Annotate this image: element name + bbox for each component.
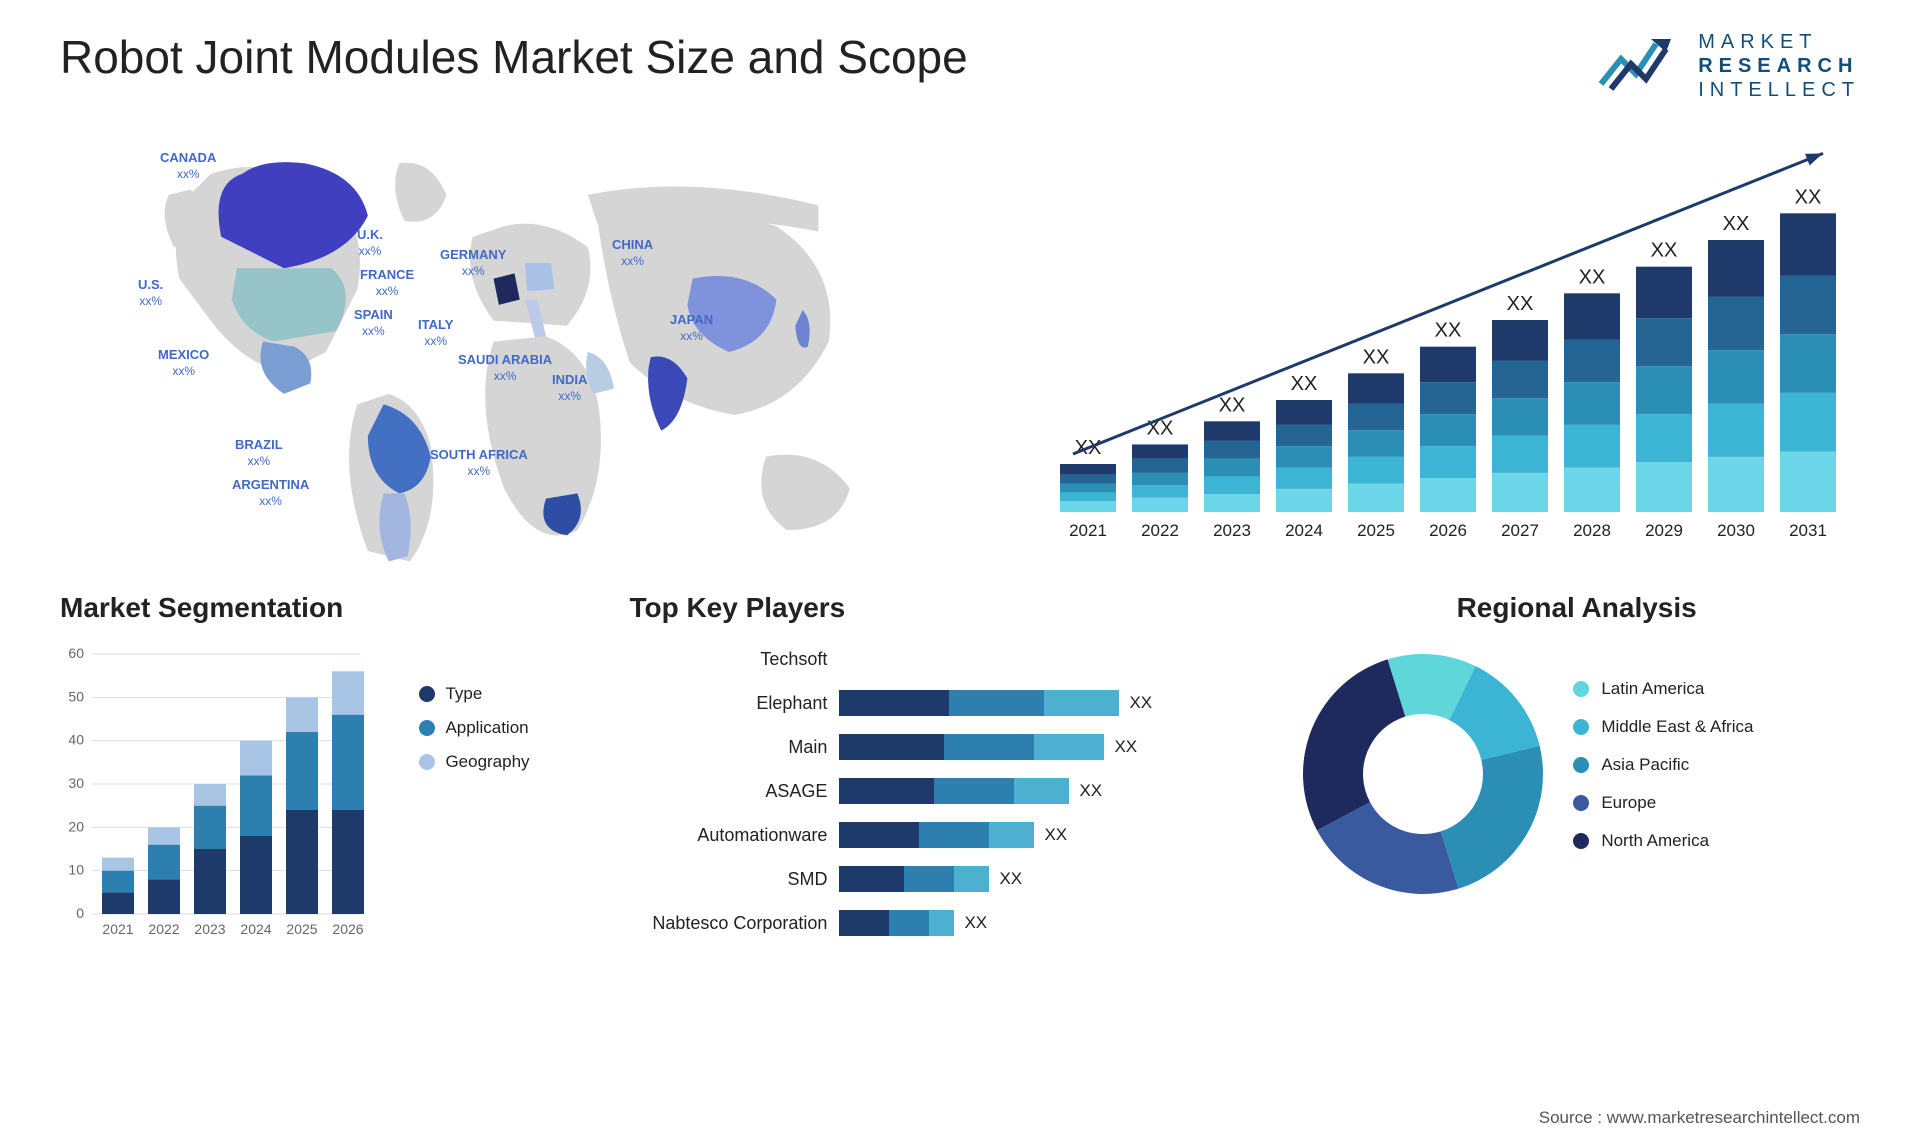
svg-text:2021: 2021 [102,921,133,937]
svg-text:30: 30 [68,775,84,791]
svg-text:XX: XX [1435,320,1462,342]
region-legend-item: North America [1573,831,1860,851]
player-name: Main [629,737,839,758]
player-row: Elephant XX [629,688,1243,718]
map-label: SAUDI ARABIAxx% [458,352,552,383]
map-label: U.K.xx% [357,227,383,258]
map-label: JAPANxx% [670,312,713,343]
source-text: Source : www.marketresearchintellect.com [1539,1108,1860,1128]
map-label: FRANCExx% [360,267,414,298]
player-row: ASAGE XX [629,776,1243,806]
svg-text:2022: 2022 [1141,521,1179,540]
svg-text:XX: XX [1147,417,1174,439]
svg-text:2029: 2029 [1645,521,1683,540]
svg-text:2021: 2021 [1069,521,1107,540]
svg-text:2023: 2023 [1213,521,1251,540]
player-row: Automationware XX [629,820,1243,850]
svg-text:50: 50 [68,688,84,704]
logo-line3: INTELLECT [1698,78,1860,102]
player-name: SMD [629,869,839,890]
player-row: Techsoft [629,644,1243,674]
player-value: XX [1044,825,1067,845]
brand-logo: MARKET RESEARCH INTELLECT [1596,30,1860,102]
svg-text:60: 60 [68,645,84,661]
player-row: Nabtesco Corporation XX [629,908,1243,938]
map-label: ARGENTINAxx% [232,477,309,508]
players-list: TechsoftElephantXXMainXXASAGEXXAutomatio… [629,644,1243,938]
svg-text:2024: 2024 [240,921,271,937]
region-legend-item: Asia Pacific [1573,755,1860,775]
player-value: XX [964,913,987,933]
main-bar-chart: XX 2021 XX 2022 XX 2023 XX 2024 XX 2025 XX 2026 XX 20… [1040,132,1860,572]
svg-text:40: 40 [68,732,84,748]
player-value: XX [1129,693,1152,713]
svg-text:2028: 2028 [1573,521,1611,540]
svg-text:2030: 2030 [1717,521,1755,540]
region-legend-item: Latin America [1573,679,1860,699]
svg-text:2022: 2022 [148,921,179,937]
player-value: XX [1114,737,1137,757]
svg-text:2024: 2024 [1285,521,1323,540]
svg-text:XX: XX [1579,266,1606,288]
logo-line2: RESEARCH [1698,54,1860,78]
player-value: XX [1079,781,1102,801]
logo-line1: MARKET [1698,30,1860,54]
svg-text:2026: 2026 [1429,521,1467,540]
map-label: BRAZILxx% [235,437,283,468]
world-map: CANADAxx% U.S.xx% MEXICOxx% BRAZILxx% ARGENT… [60,132,990,572]
map-label: ITALYxx% [418,317,453,348]
svg-text:XX: XX [1651,240,1678,262]
map-label: CHINAxx% [612,237,653,268]
svg-text:XX: XX [1795,186,1822,208]
svg-text:2025: 2025 [286,921,317,937]
svg-text:XX: XX [1723,213,1750,235]
map-label: GERMANYxx% [440,247,506,278]
svg-text:2027: 2027 [1501,521,1539,540]
svg-text:XX: XX [1363,346,1390,368]
regional-legend: Latin America Middle East & Africa Asia Pa… [1573,679,1860,869]
players-title: Top Key Players [629,592,1243,624]
region-legend-item: Europe [1573,793,1860,813]
svg-text:XX: XX [1291,373,1318,395]
player-name: Techsoft [629,649,839,670]
regional-title: Regional Analysis [1293,592,1860,624]
map-label: SOUTH AFRICAxx% [430,447,528,478]
segmentation-title: Market Segmentation [60,592,579,624]
map-label: U.S.xx% [138,277,163,308]
player-name: Automationware [629,825,839,846]
svg-text:2031: 2031 [1789,521,1827,540]
legend-item: Type [419,684,579,704]
svg-text:2025: 2025 [1357,521,1395,540]
svg-text:XX: XX [1219,394,1246,416]
svg-text:10: 10 [68,862,84,878]
segmentation-chart: 0 10 20 30 40 50 60 2021 2022 2023 2024 2025 2026 [60,644,389,964]
map-label: SPAINxx% [354,307,393,338]
segmentation-legend: Type Application Geography [419,644,579,964]
map-label: INDIAxx% [552,372,587,403]
map-label: CANADAxx% [160,150,216,181]
map-label: MEXICOxx% [158,347,209,378]
svg-text:2026: 2026 [332,921,363,937]
player-name: Elephant [629,693,839,714]
svg-text:0: 0 [76,905,84,921]
logo-icon [1596,34,1686,98]
player-row: SMD XX [629,864,1243,894]
player-name: Nabtesco Corporation [629,913,839,934]
player-value: XX [999,869,1022,889]
legend-item: Geography [419,752,579,772]
legend-item: Application [419,718,579,738]
svg-text:XX: XX [1507,293,1534,315]
player-name: ASAGE [629,781,839,802]
svg-text:20: 20 [68,818,84,834]
svg-text:2023: 2023 [194,921,225,937]
regional-donut [1293,644,1553,904]
player-row: Main XX [629,732,1243,762]
region-legend-item: Middle East & Africa [1573,717,1860,737]
page-title: Robot Joint Modules Market Size and Scop… [60,30,968,84]
